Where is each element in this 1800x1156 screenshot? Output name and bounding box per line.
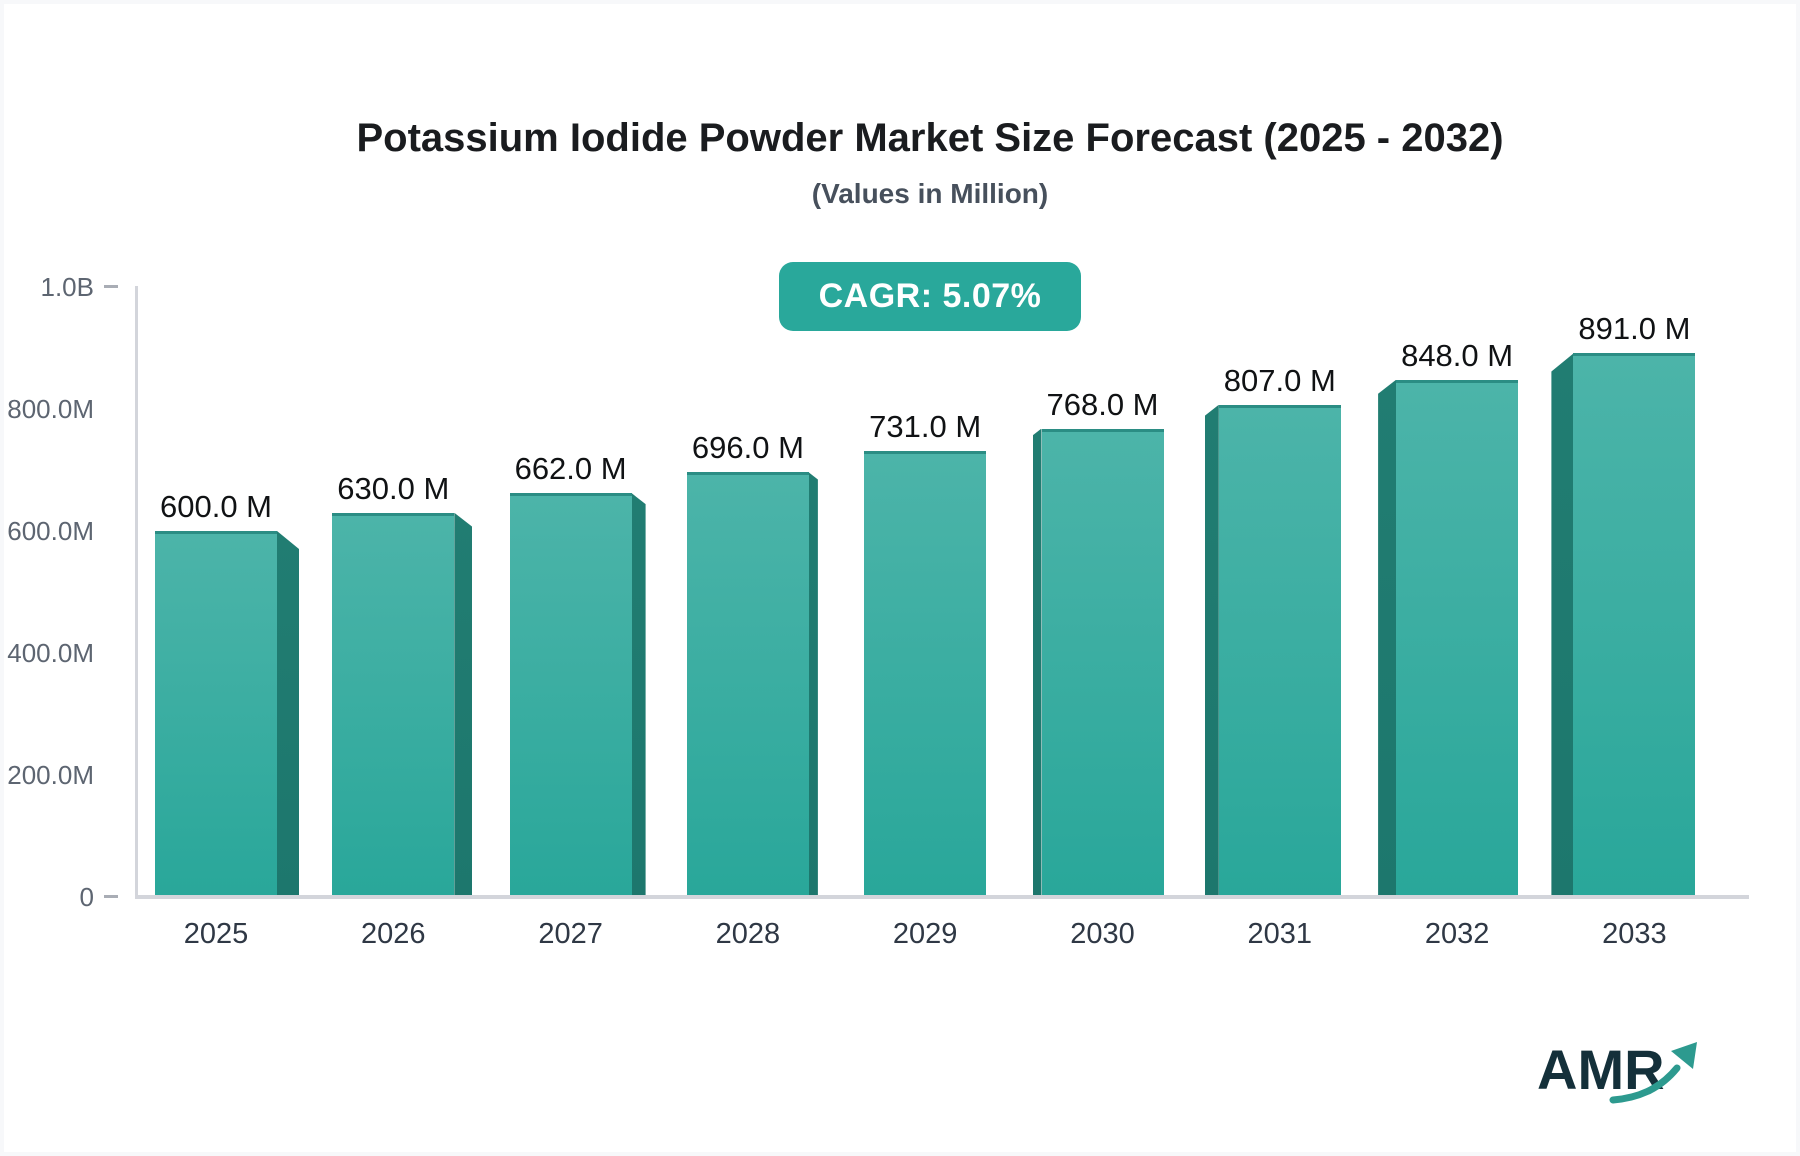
- bar-face[interactable]: [155, 531, 277, 895]
- bar-side-face: [277, 531, 299, 895]
- bar-value-label: 696.0 M: [691, 430, 804, 466]
- bar-value-label: 891.0 M: [1578, 311, 1691, 347]
- y-tick-label: 600.0M: [7, 516, 94, 546]
- amr-logo-arrowhead-icon: [1671, 1042, 1697, 1069]
- bar-face[interactable]: [1041, 428, 1164, 895]
- y-tick-label: 800.0M: [7, 394, 94, 424]
- y-axis-line: [135, 286, 138, 899]
- bar-value-label: 630.0 M: [337, 470, 450, 506]
- chart-card: Potassium Iodide Powder Market Size Fore…: [4, 4, 1796, 1152]
- x-axis-line: [135, 895, 1749, 899]
- chart-title: Potassium Iodide Powder Market Size Fore…: [356, 116, 1504, 160]
- y-tick-mark: [104, 895, 118, 898]
- x-axis-label-2028: 2028: [715, 918, 781, 950]
- bar-side-face: [454, 512, 473, 895]
- chart-subtitle: (Values in Million): [811, 178, 1049, 209]
- x-axis-label-2027: 2027: [538, 918, 603, 950]
- amr-logo: AMR: [1537, 1038, 1697, 1104]
- amr-logo-arrow-tail: [1609, 1064, 1681, 1104]
- x-axis-label-2029: 2029: [892, 918, 958, 950]
- y-tick-label: 0: [79, 882, 94, 912]
- bar-value-label: 600.0 M: [159, 489, 272, 524]
- bar-value-label: 768.0 M: [1046, 386, 1159, 422]
- cagr-badge-row: CAGR: 5.07%: [4, 262, 1796, 331]
- bar-side-face: [1204, 404, 1219, 895]
- bar-side-face: [1378, 379, 1397, 895]
- y-tick-mark: [104, 285, 118, 288]
- bar-side-face: [631, 493, 646, 895]
- bar-face[interactable]: [332, 512, 455, 895]
- bar-side-face: [1032, 428, 1042, 895]
- bar-face[interactable]: [509, 493, 632, 895]
- bar-face[interactable]: [686, 472, 809, 895]
- bar-value-label: 848.0 M: [1401, 337, 1514, 373]
- bar-face[interactable]: [1218, 404, 1341, 895]
- x-axis-label-2025: 2025: [183, 918, 249, 950]
- bar-value-label: 807.0 M: [1223, 362, 1336, 398]
- bar-face[interactable]: [1396, 379, 1519, 895]
- bar-face[interactable]: [1573, 353, 1696, 895]
- x-axis-label-2032: 2032: [1424, 918, 1490, 950]
- bar-side-face: [1551, 353, 1574, 895]
- y-tick-label: 400.0M: [7, 638, 94, 668]
- x-axis-label-2026: 2026: [361, 918, 426, 950]
- bar-side-face: [808, 472, 818, 895]
- bar-value-label: 662.0 M: [514, 451, 627, 487]
- x-axis-label-2033: 2033: [1602, 918, 1667, 950]
- x-axis-label-2030: 2030: [1070, 918, 1135, 950]
- bar-value-label: 731.0 M: [869, 409, 982, 445]
- y-tick-label: 200.0M: [7, 760, 94, 790]
- bar-face[interactable]: [864, 451, 987, 895]
- y-tick-label: 1.0B: [40, 272, 95, 302]
- x-axis-label-2031: 2031: [1247, 918, 1313, 950]
- cagr-badge: CAGR: 5.07%: [778, 262, 1082, 331]
- plot-area: 1.0B 800.0M 600.0M 400.0M 200.0M 0 600.0 M 2025…: [4, 4, 1796, 1152]
